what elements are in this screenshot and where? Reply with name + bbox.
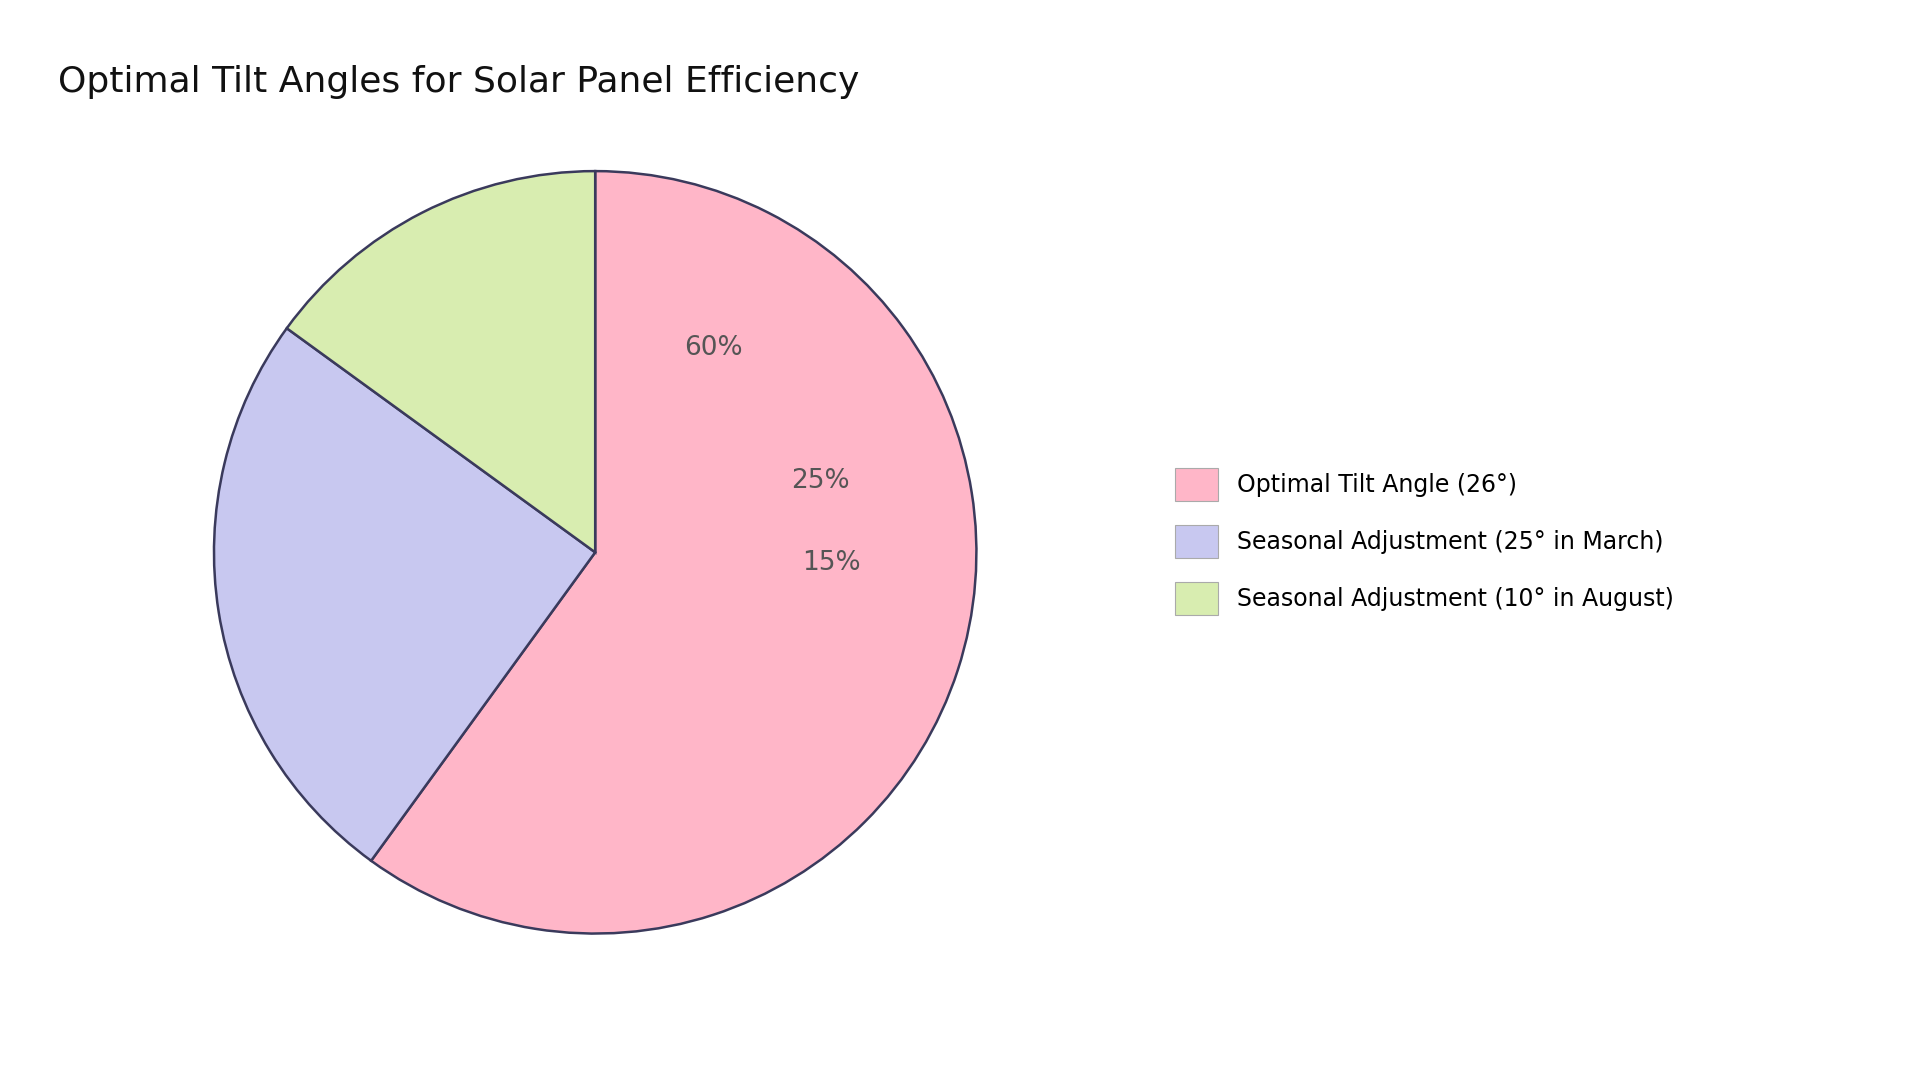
Text: Optimal Tilt Angles for Solar Panel Efficiency: Optimal Tilt Angles for Solar Panel Effi… xyxy=(58,65,858,99)
Text: 15%: 15% xyxy=(803,550,860,576)
Legend: Optimal Tilt Angle (26°), Seasonal Adjustment (25° in March), Seasonal Adjustmen: Optimal Tilt Angle (26°), Seasonal Adjus… xyxy=(1165,458,1682,625)
Text: 60%: 60% xyxy=(684,335,743,361)
Wedge shape xyxy=(371,171,977,934)
Text: 25%: 25% xyxy=(791,468,851,494)
Wedge shape xyxy=(286,171,595,552)
Wedge shape xyxy=(213,328,595,861)
